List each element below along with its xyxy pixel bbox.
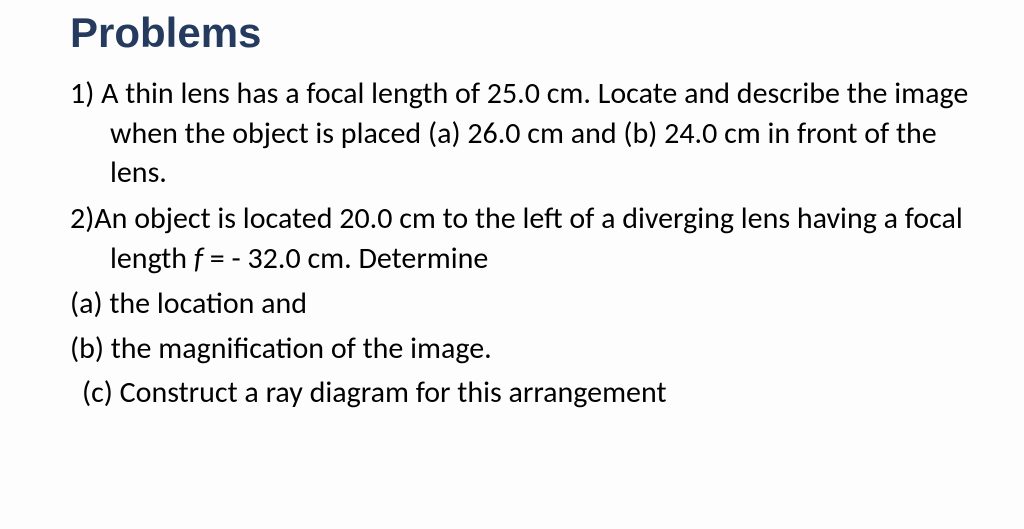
subitem-c: (c) Construct a ray diagram for this arr… [70, 373, 974, 414]
subitem-b: (b) the magnification of the image. [70, 329, 974, 370]
page-title: Problems [70, 10, 974, 56]
slide-content: Problems 1) A thin lens has a focal leng… [0, 0, 1024, 529]
problem-2-text-suffix: = - 32.0 cm. Determine [203, 240, 488, 277]
problem-list: 1) A thin lens has a focal length of 25.… [70, 74, 974, 413]
variable-f: f [194, 240, 203, 277]
problem-2: 2)An object is located 20.0 cm to the le… [70, 199, 974, 278]
subitem-a: (a) the location and [70, 284, 974, 325]
problem-1: 1) A thin lens has a focal length of 25.… [70, 74, 974, 193]
